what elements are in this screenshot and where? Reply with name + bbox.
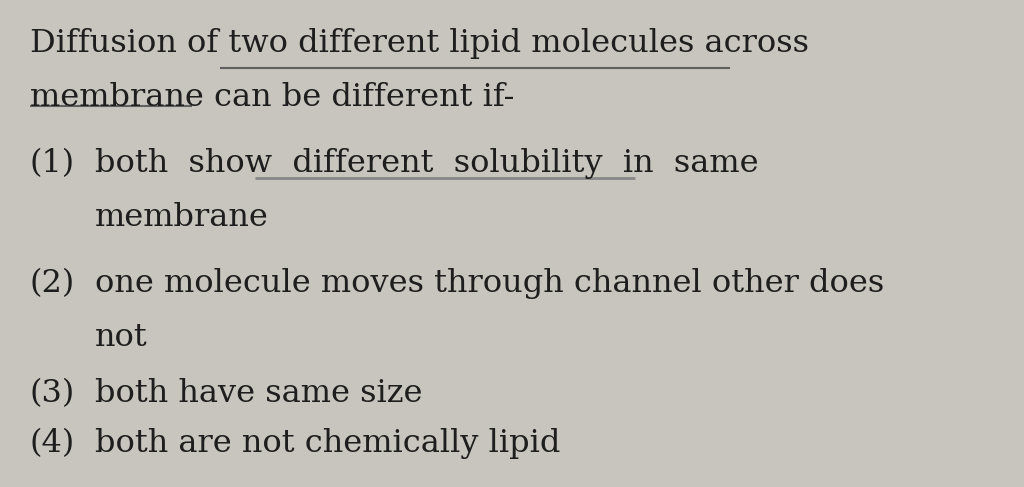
Text: both are not chemically lipid: both are not chemically lipid: [95, 428, 560, 459]
Text: membrane: membrane: [95, 202, 269, 233]
Text: one molecule moves through channel other does: one molecule moves through channel other…: [95, 268, 885, 299]
Text: both have same size: both have same size: [95, 378, 423, 409]
Text: (4): (4): [30, 428, 75, 459]
Text: both  show  different  solubility  in  same: both show different solubility in same: [95, 148, 759, 179]
Text: not: not: [95, 322, 147, 353]
Text: Diffusion of two different lipid molecules across: Diffusion of two different lipid molecul…: [30, 28, 809, 59]
Text: (2): (2): [30, 268, 75, 299]
Text: (3): (3): [30, 378, 75, 409]
Text: membrane can be different if-: membrane can be different if-: [30, 82, 514, 113]
Text: (1): (1): [30, 148, 75, 179]
